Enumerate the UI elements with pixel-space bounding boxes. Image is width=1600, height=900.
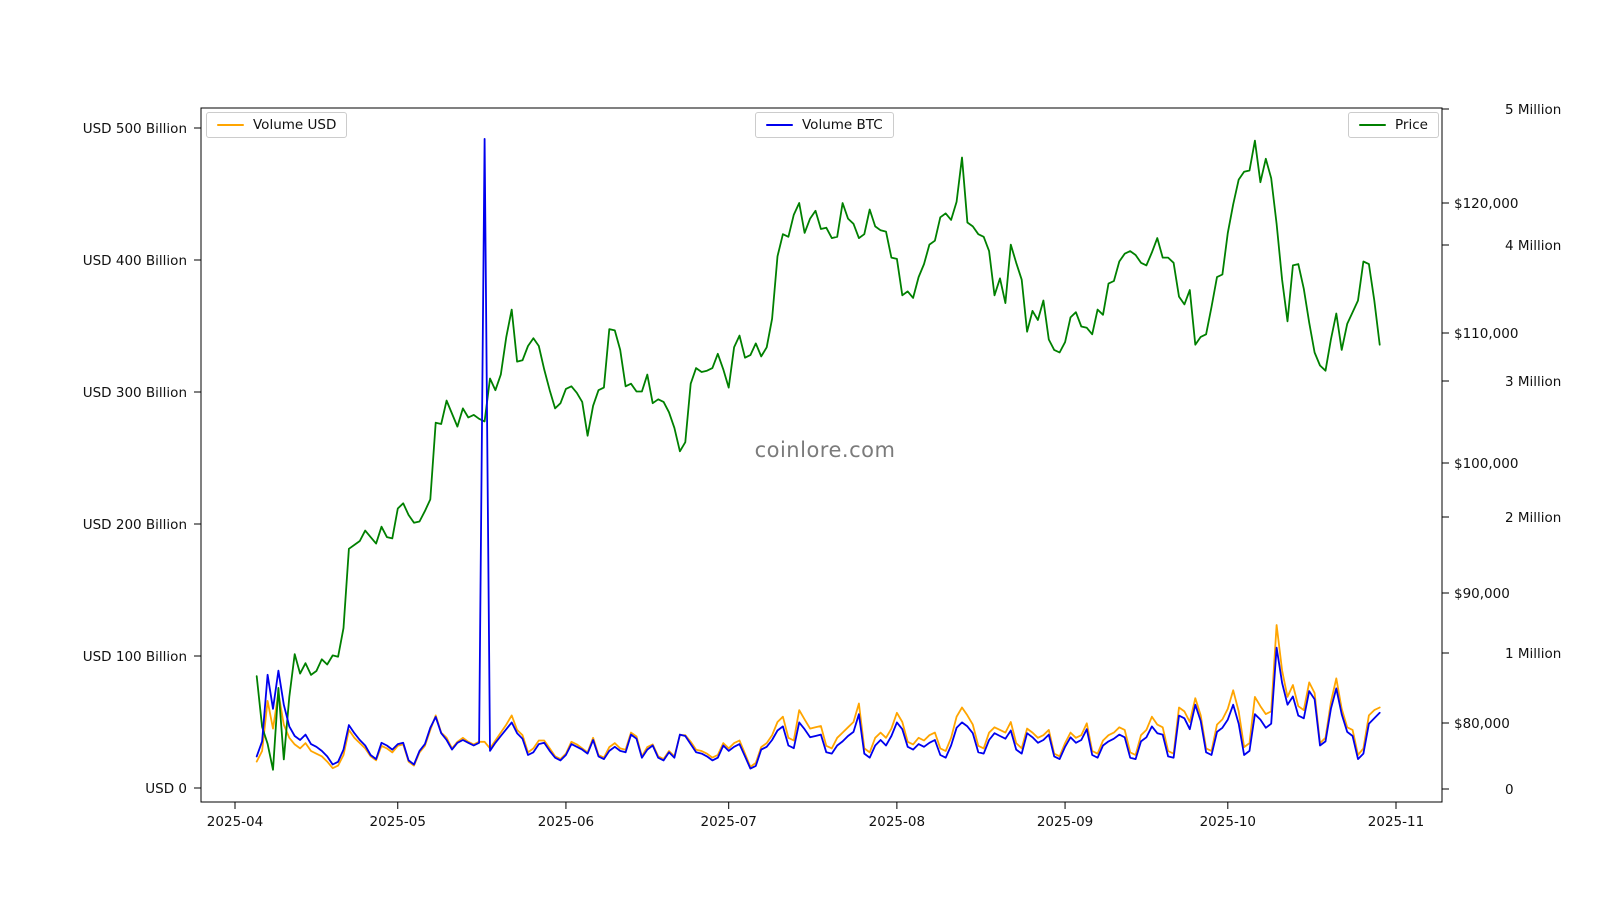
price-tick-label: $120,000 xyxy=(1454,196,1518,212)
price-tick-label: $90,000 xyxy=(1454,586,1510,602)
x-tick-label: 2025-09 xyxy=(1037,814,1093,830)
price-line-sample xyxy=(1359,123,1386,127)
x-tick-label: 2025-08 xyxy=(869,814,925,830)
legend-price-label: Price xyxy=(1395,117,1428,133)
legend-price: Price xyxy=(1348,112,1439,138)
volume-usd-line-sample xyxy=(217,123,244,127)
series-line-volume-btc xyxy=(255,137,1381,770)
btc-axis-ticks: 0 1 Million 2 Million 3 Million 4 Million 5 M… xyxy=(1442,102,1561,798)
x-tick-label: 2025-05 xyxy=(370,814,426,830)
legend-volume-btc: Volume BTC xyxy=(755,112,894,138)
btc-tick-label: 2 Million xyxy=(1505,510,1561,526)
plot-frame xyxy=(200,107,1443,803)
left-tick-label: USD 200 Billion xyxy=(83,517,187,533)
btc-tick-label: 3 Million xyxy=(1505,374,1561,390)
left-tick-label: USD 500 Billion xyxy=(83,121,187,137)
x-tick-label: 2025-10 xyxy=(1200,814,1256,830)
legend-volume-usd-label: Volume USD xyxy=(253,117,337,133)
series-line-volume-usd xyxy=(255,624,1381,770)
btc-tick-label: 5 Million xyxy=(1505,102,1561,118)
series-lines xyxy=(255,137,1381,771)
x-tick-label: 2025-07 xyxy=(700,814,756,830)
left-tick-label: USD 100 Billion xyxy=(83,649,187,665)
left-tick-label: USD 400 Billion xyxy=(83,253,187,269)
legend-volume-usd: Volume USD xyxy=(206,112,348,138)
x-tick-label: 2025-04 xyxy=(207,814,263,830)
left-axis-ticks: USD 0 USD 100 Billion USD 200 Billion USD 3… xyxy=(83,121,201,797)
left-tick-label: USD 300 Billion xyxy=(83,385,187,401)
price-axis-ticks: $80,000 $90,000 $100,000 $110,000 $120,000 xyxy=(1442,196,1518,732)
btc-tick-label: 0 xyxy=(1505,782,1514,798)
x-axis-ticks: 2025-04 2025-05 2025-06 2025-07 2025-08 2025-… xyxy=(207,802,1424,830)
plot-border xyxy=(200,107,1443,803)
legend-volume-btc-label: Volume BTC xyxy=(802,117,883,133)
btc-tick-label: 4 Million xyxy=(1505,238,1561,254)
price-tick-label: $100,000 xyxy=(1454,456,1518,472)
price-tick-label: $80,000 xyxy=(1454,716,1510,732)
volume-btc-line-sample xyxy=(766,123,793,127)
btc-tick-label: 1 Million xyxy=(1505,646,1561,662)
x-tick-label: 2025-06 xyxy=(538,814,594,830)
left-tick-label: USD 0 xyxy=(145,781,187,797)
x-tick-label: 2025-11 xyxy=(1368,814,1424,830)
series-line-price xyxy=(255,139,1381,771)
watermark: coinlore.com xyxy=(754,438,896,462)
price-tick-label: $110,000 xyxy=(1454,326,1518,342)
